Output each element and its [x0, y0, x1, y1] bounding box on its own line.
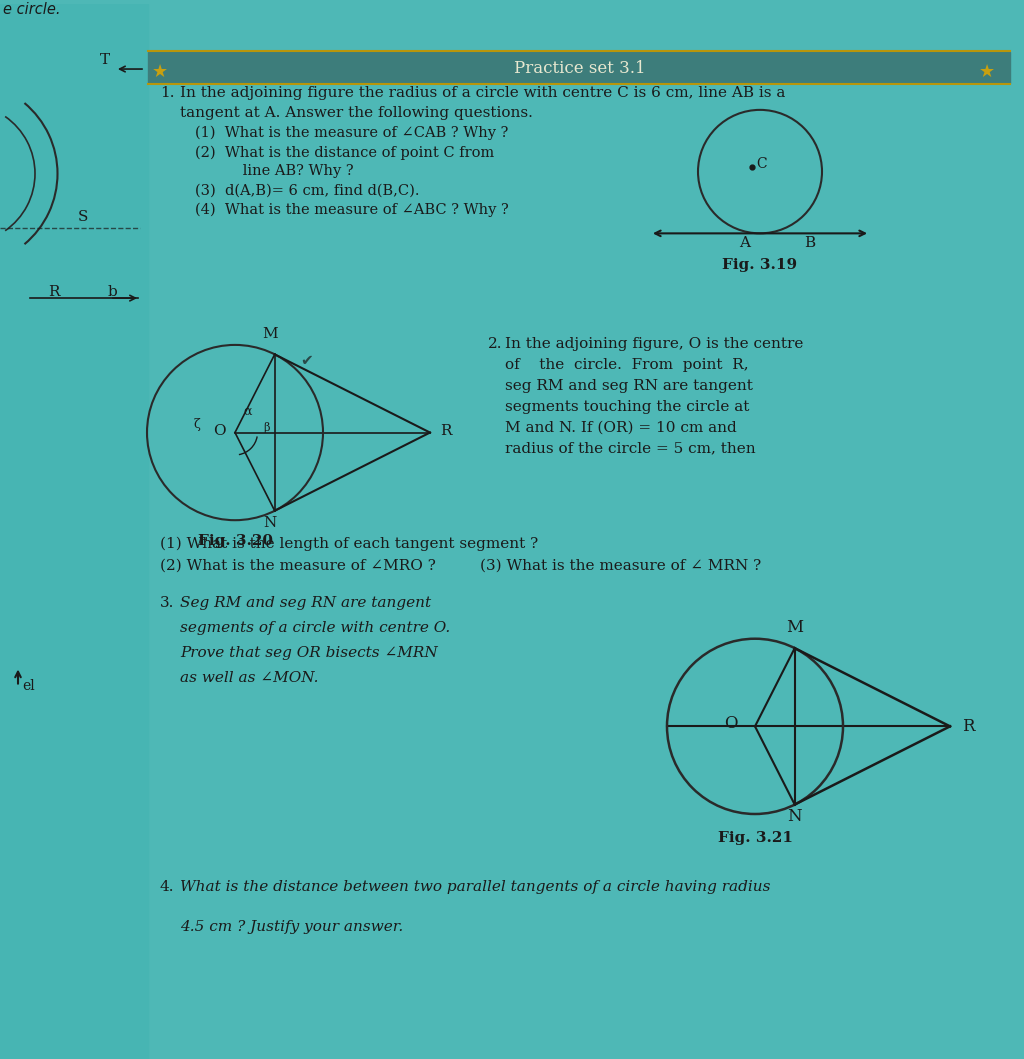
Text: 2.: 2.: [488, 337, 503, 351]
Text: N: N: [263, 516, 276, 530]
Text: S: S: [78, 211, 88, 225]
Text: (3) What is the measure of ∠ MRN ?: (3) What is the measure of ∠ MRN ?: [480, 559, 761, 573]
Text: line AB? Why ?: line AB? Why ?: [215, 163, 353, 178]
Text: ★: ★: [152, 64, 168, 82]
Text: R: R: [440, 424, 452, 437]
Text: ζ: ζ: [193, 417, 200, 431]
Text: M and N. If (OR) = 10 cm and: M and N. If (OR) = 10 cm and: [505, 420, 736, 434]
Bar: [0, 4, 148, 1059]
Bar: [148, 52, 1010, 83]
Text: O: O: [213, 424, 225, 437]
Text: (1) What is the length of each tangent segment ?: (1) What is the length of each tangent s…: [160, 537, 539, 551]
Text: Fig. 3.21: Fig. 3.21: [718, 831, 793, 845]
Text: (1)  What is the measure of ∠CAB ? Why ?: (1) What is the measure of ∠CAB ? Why ?: [195, 125, 508, 140]
Text: Practice set 3.1: Practice set 3.1: [514, 59, 646, 76]
Text: β: β: [263, 421, 269, 432]
Text: as well as ∠MON.: as well as ∠MON.: [180, 670, 318, 684]
Text: ✔: ✔: [300, 353, 312, 367]
Text: Fig. 3.19: Fig. 3.19: [723, 258, 798, 272]
Text: of    the  circle.  From  point  R,: of the circle. From point R,: [505, 358, 749, 372]
Text: M: M: [262, 327, 278, 341]
Text: e circle.: e circle.: [3, 2, 60, 17]
Text: ★: ★: [979, 64, 995, 82]
Text: (3)  d(A,B)= 6 cm, find d(B,C).: (3) d(A,B)= 6 cm, find d(B,C).: [195, 183, 420, 198]
Text: segments touching the circle at: segments touching the circle at: [505, 399, 750, 414]
Text: Seg RM and seg RN are tangent: Seg RM and seg RN are tangent: [180, 596, 431, 610]
Text: 4.: 4.: [160, 880, 174, 894]
Text: What is the distance between two parallel tangents of a circle having radius: What is the distance between two paralle…: [180, 880, 770, 894]
Text: A: A: [739, 236, 751, 250]
Text: N: N: [787, 808, 802, 825]
Text: tangent at A. Answer the following questions.: tangent at A. Answer the following quest…: [180, 106, 532, 120]
Text: radius of the circle = 5 cm, then: radius of the circle = 5 cm, then: [505, 442, 756, 455]
Text: α: α: [243, 405, 252, 417]
Text: M: M: [786, 620, 803, 636]
Text: el: el: [22, 679, 35, 693]
Text: b: b: [108, 285, 118, 299]
Text: Fig. 3.20: Fig. 3.20: [198, 534, 272, 549]
Text: T: T: [100, 53, 111, 67]
Text: R: R: [48, 285, 59, 299]
Text: In the adjoining figure, O is the centre: In the adjoining figure, O is the centre: [505, 337, 804, 351]
Text: 3.: 3.: [160, 596, 174, 610]
Text: (2)  What is the distance of point C from: (2) What is the distance of point C from: [195, 145, 495, 160]
Text: O: O: [724, 715, 737, 733]
Text: In the adjoining figure the radius of a circle with centre C is 6 cm, line AB is: In the adjoining figure the radius of a …: [180, 86, 785, 100]
Text: B: B: [805, 236, 815, 250]
Text: Prove that seg OR bisects ∠MRN: Prove that seg OR bisects ∠MRN: [180, 646, 437, 660]
Text: R: R: [962, 718, 975, 735]
Text: 1.: 1.: [160, 86, 174, 100]
Text: 4.5 cm ? Justify your answer.: 4.5 cm ? Justify your answer.: [180, 919, 403, 934]
Text: (4)  What is the measure of ∠ABC ? Why ?: (4) What is the measure of ∠ABC ? Why ?: [195, 203, 509, 217]
Text: C: C: [756, 157, 767, 170]
Text: seg RM and seg RN are tangent: seg RM and seg RN are tangent: [505, 379, 753, 393]
Text: segments of a circle with centre O.: segments of a circle with centre O.: [180, 621, 451, 634]
Text: (2) What is the measure of ∠MRO ?: (2) What is the measure of ∠MRO ?: [160, 559, 436, 573]
